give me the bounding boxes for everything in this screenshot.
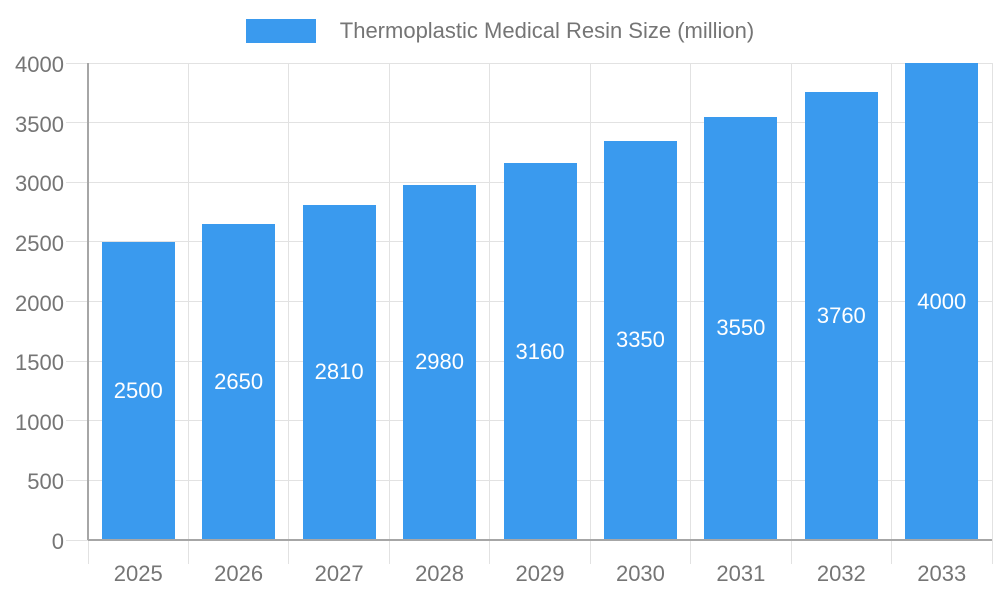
x-gridline — [589, 63, 591, 564]
bar-2031[interactable]: 3550 — [704, 116, 778, 540]
x-gridline — [690, 63, 692, 564]
bar-2026[interactable]: 2650 — [202, 223, 276, 540]
x-axis-label: 2033 — [917, 561, 967, 586]
x-axis-label: 2026 — [214, 561, 264, 586]
bar-value-label: 2980 — [415, 349, 465, 375]
x-axis-label: 2031 — [716, 561, 766, 586]
x-gridline — [288, 63, 290, 564]
y-axis-label: 3500 — [15, 111, 64, 137]
x-gridline — [991, 63, 993, 564]
x-axis-label: 2032 — [816, 561, 866, 586]
x-gridline — [187, 63, 189, 564]
x-gridline — [489, 63, 491, 564]
y-axis-label: 1000 — [15, 409, 64, 435]
x-axis-line — [88, 539, 992, 541]
x-axis-label: 2025 — [113, 561, 163, 586]
y-axis-label: 2000 — [15, 290, 64, 316]
bar-value-label: 3550 — [716, 315, 766, 341]
y-gridline — [66, 122, 992, 124]
bar-value-label: 2810 — [314, 359, 364, 385]
x-axis-label: 2029 — [515, 561, 565, 586]
x-axis-label: 2027 — [314, 561, 364, 586]
bar-value-label: 4000 — [917, 288, 967, 314]
x-axis-label: 2028 — [415, 561, 465, 586]
bar-2032[interactable]: 3760 — [804, 91, 878, 540]
bar-value-label: 3350 — [615, 327, 665, 353]
bar-2029[interactable]: 3160 — [503, 163, 577, 540]
x-gridline — [891, 63, 893, 564]
y-gridline — [66, 62, 992, 64]
bar-2027[interactable]: 2810 — [302, 204, 376, 540]
y-axis-label: 1500 — [15, 350, 64, 376]
bar-2028[interactable]: 2980 — [403, 184, 477, 540]
bar-2033[interactable]: 4000 — [905, 63, 979, 540]
y-axis-label: 0 — [51, 529, 64, 554]
bar-2030[interactable]: 3350 — [603, 140, 677, 540]
bar-2025[interactable]: 2500 — [101, 241, 175, 540]
y-axis-label: 500 — [27, 469, 64, 495]
x-gridline — [388, 63, 390, 564]
legend-label: Thermoplastic Medical Resin Size (millio… — [339, 18, 755, 43]
bar-value-label: 2650 — [214, 368, 264, 394]
bar-value-label: 2500 — [113, 377, 163, 403]
legend-swatch — [245, 19, 316, 43]
x-gridline — [790, 63, 792, 564]
bar-value-label: 3760 — [816, 302, 866, 328]
legend-item[interactable]: Thermoplastic Medical Resin Size (millio… — [0, 17, 1000, 45]
y-axis-line — [87, 63, 89, 540]
bar-value-label: 3160 — [515, 338, 565, 364]
y-axis-label: 2500 — [15, 230, 64, 256]
y-axis-label: 3000 — [15, 171, 64, 197]
x-axis-label: 2030 — [615, 561, 665, 586]
y-axis-label: 4000 — [15, 52, 64, 77]
